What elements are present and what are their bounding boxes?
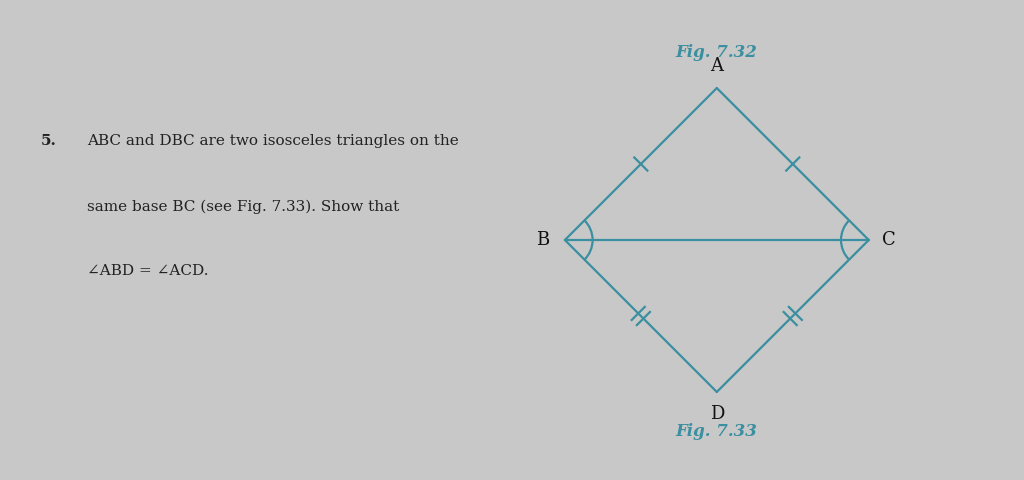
Text: C: C	[882, 231, 896, 249]
Text: 5.: 5.	[41, 134, 57, 148]
Text: A: A	[711, 57, 723, 75]
Text: same base BC (see Fig. 7.33). Show that: same base BC (see Fig. 7.33). Show that	[87, 199, 399, 214]
Text: B: B	[536, 231, 549, 249]
Text: D: D	[710, 405, 724, 423]
Text: ∠ABD = ∠ACD.: ∠ABD = ∠ACD.	[87, 264, 209, 278]
Text: Fig. 7.33: Fig. 7.33	[676, 423, 758, 440]
Text: Fig. 7.32: Fig. 7.32	[676, 44, 758, 61]
Text: ABC and DBC are two isosceles triangles on the: ABC and DBC are two isosceles triangles …	[87, 134, 459, 148]
